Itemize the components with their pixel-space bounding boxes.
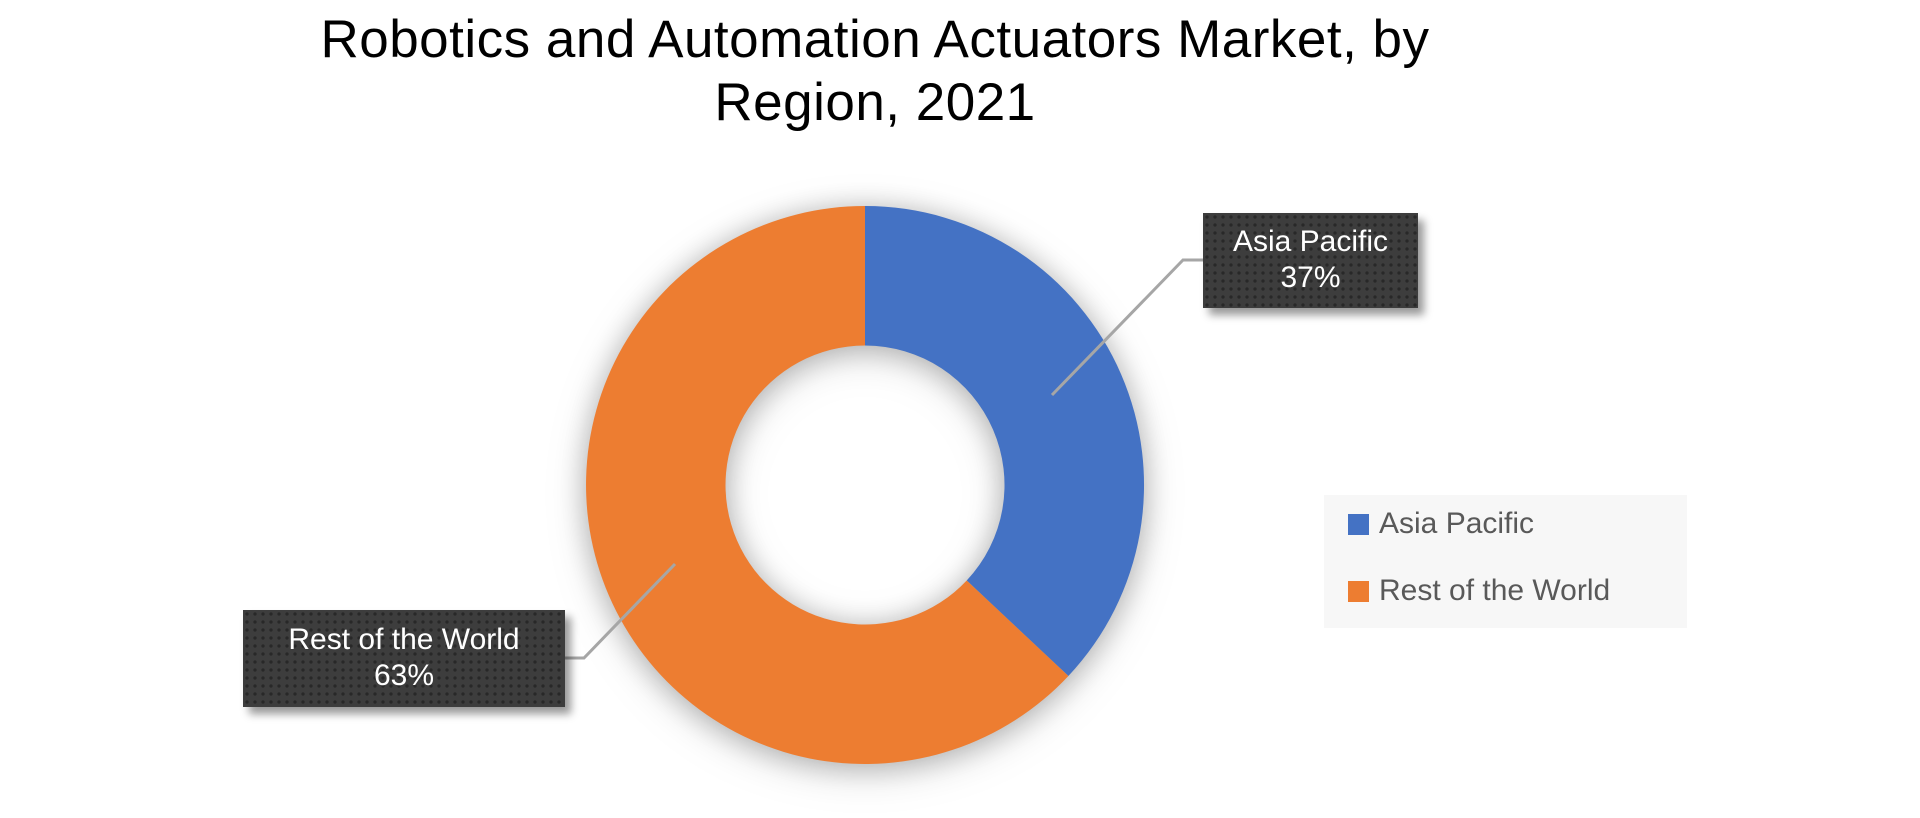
data-label-value: 37%: [1280, 261, 1341, 294]
data-label-rest-of-world: Rest of the World 63%: [243, 610, 565, 707]
legend-swatch-asia-pacific: [1348, 513, 1369, 535]
chart-title-line-2: Region, 2021: [714, 73, 1036, 132]
data-label-asia-pacific: Asia Pacific 37%: [1203, 213, 1418, 308]
donut-slice-rest-of-the-world: [586, 206, 1069, 764]
legend-swatch-rest-of-world: [1348, 580, 1369, 602]
data-label-category: Rest of the World: [288, 623, 520, 656]
chart-title-line-1: Robotics and Automation Actuators Market…: [320, 10, 1430, 69]
legend-label: Asia Pacific: [1379, 507, 1535, 540]
donut-slice-asia-pacific: [865, 205, 1145, 676]
data-label-value: 63%: [373, 659, 435, 692]
legend: Asia Pacific Rest of the World: [1324, 495, 1687, 628]
leader-line-rest-of-world: [564, 562, 677, 660]
legend-label: Rest of the World: [1379, 574, 1611, 607]
data-label-category: Asia Pacific: [1232, 225, 1389, 258]
legend-item-rest-of-world: Rest of the World: [1348, 574, 1611, 607]
leader-line-asia-pacific: [1050, 258, 1204, 397]
chart-title: Robotics and Automation Actuators Market…: [175, 8, 1575, 134]
legend-item-asia-pacific: Asia Pacific: [1348, 507, 1535, 540]
